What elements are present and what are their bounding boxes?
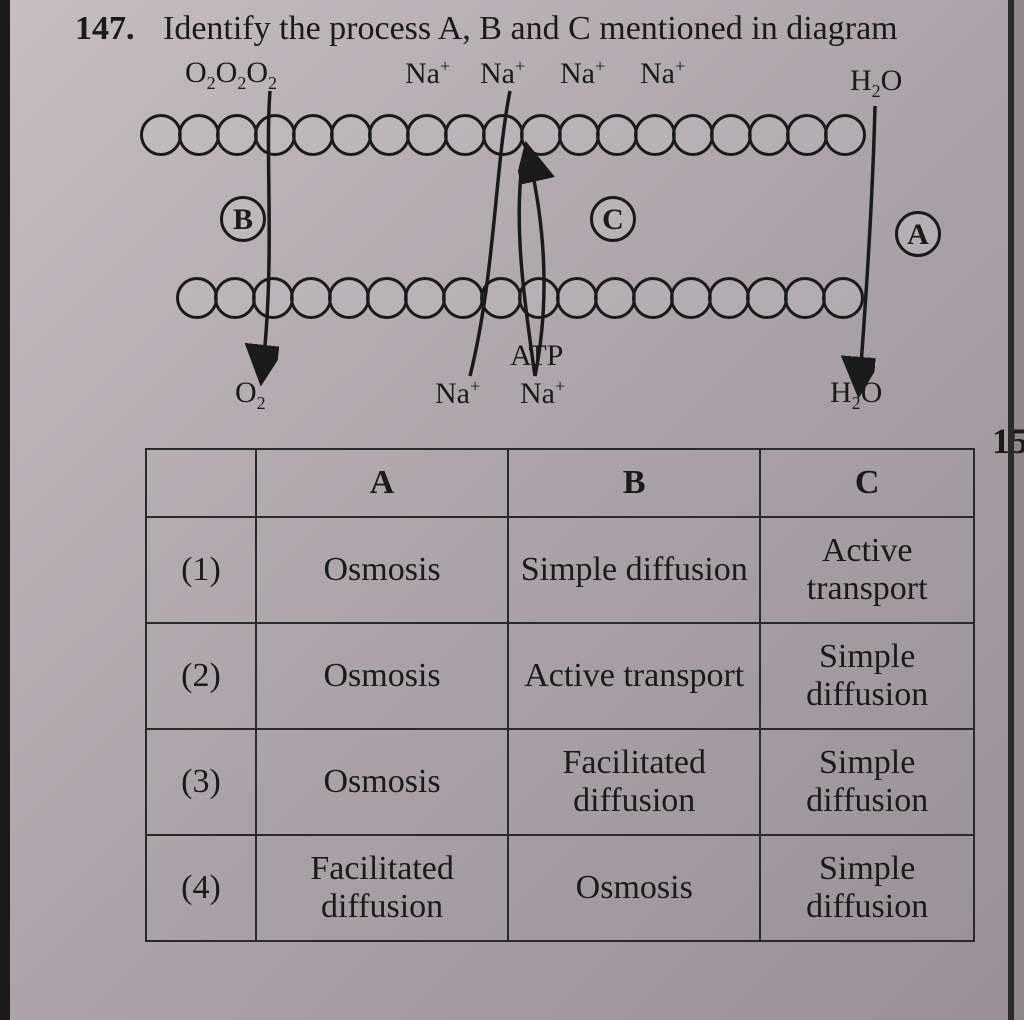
table-row: (1) Osmosis Simple diffusion Active tran… <box>146 517 974 623</box>
table-row: (4) Facilitated diffusion Osmosis Simple… <box>146 835 974 941</box>
cell-a: Osmosis <box>256 729 508 835</box>
cell-b: Simple diffusion <box>508 517 760 623</box>
table-header-row: A B C <box>146 449 974 517</box>
cell-c: Simple diffusion <box>760 835 974 941</box>
label-na-bottom-2: Na+ <box>520 376 565 411</box>
row-idx: (3) <box>146 729 256 835</box>
table-row: (3) Osmosis Facilitated diffusion Simple… <box>146 729 974 835</box>
cell-c: Simple diffusion <box>760 623 974 729</box>
row-idx: (2) <box>146 623 256 729</box>
question-text: Identify the process A, B and C mentione… <box>163 10 898 48</box>
cell-b: Facilitated diffusion <box>508 729 760 835</box>
cell-a: Osmosis <box>256 623 508 729</box>
answer-table: A B C (1) Osmosis Simple diffusion Activ… <box>145 448 975 942</box>
question-line: 147. Identify the process A, B and C men… <box>75 10 1010 48</box>
row-idx: (4) <box>146 835 256 941</box>
label-atp: ATP <box>510 339 563 373</box>
label-o2-bottom: O2 <box>235 376 266 414</box>
textbook-page: 147. Identify the process A, B and C men… <box>10 0 1010 1020</box>
cell-b: Osmosis <box>508 835 760 941</box>
header-blank <box>146 449 256 517</box>
cell-b: Active transport <box>508 623 760 729</box>
cell-c: Active transport <box>760 517 974 623</box>
cell-c: Simple diffusion <box>760 729 974 835</box>
header-c: C <box>760 449 974 517</box>
table-row: (2) Osmosis Active transport Simple diff… <box>146 623 974 729</box>
question-number: 147. <box>75 10 163 48</box>
cell-a: Osmosis <box>256 517 508 623</box>
page-edge-shadow <box>1008 0 1014 1020</box>
row-idx: (1) <box>146 517 256 623</box>
book-spine <box>0 0 10 1020</box>
membrane-diagram: O2O2O2 Na+ Na+ Na+ Na+ H2O B C A <box>115 56 935 436</box>
header-a: A <box>256 449 508 517</box>
cell-a: Facilitated diffusion <box>256 835 508 941</box>
label-h2o-bottom: H2O <box>830 376 882 414</box>
label-na-bottom-1: Na+ <box>435 376 480 411</box>
header-b: B <box>508 449 760 517</box>
